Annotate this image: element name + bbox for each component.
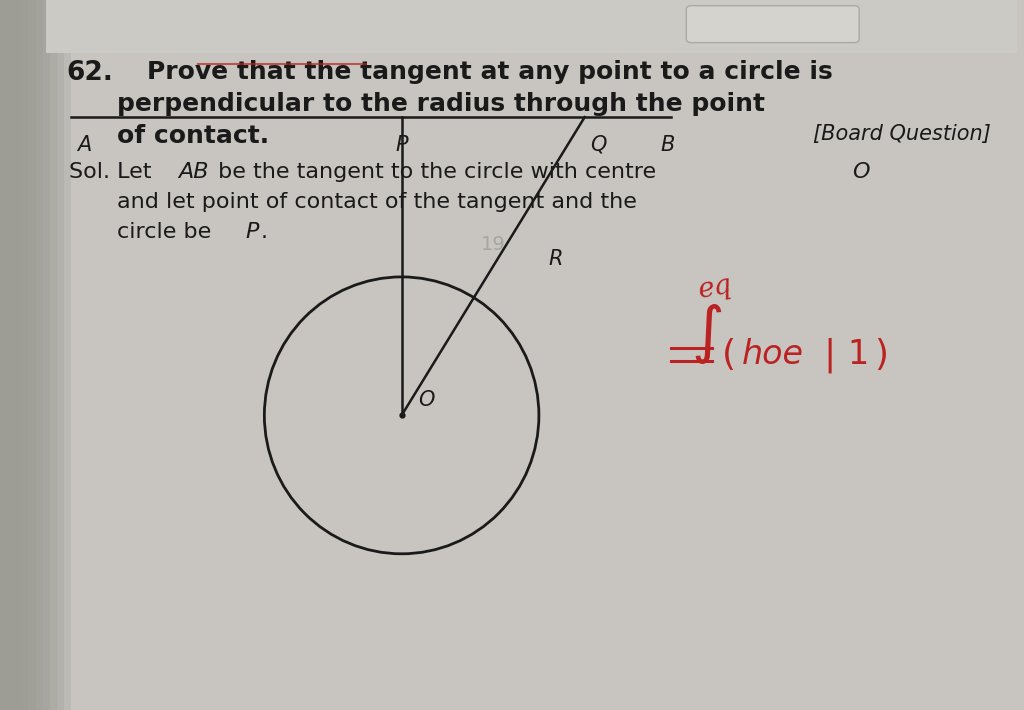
Text: P: P <box>395 135 408 155</box>
Text: A: A <box>77 135 91 155</box>
Text: [Board Question]: [Board Question] <box>813 124 991 144</box>
FancyBboxPatch shape <box>0 0 50 710</box>
Text: of contact.: of contact. <box>117 124 269 148</box>
Text: circle be: circle be <box>117 222 218 241</box>
FancyBboxPatch shape <box>0 0 57 710</box>
Text: P: P <box>245 222 258 241</box>
Text: $\int$: $\int$ <box>691 302 722 366</box>
Text: Sol. Let: Sol. Let <box>70 162 159 182</box>
FancyBboxPatch shape <box>0 0 65 710</box>
Text: 62.: 62. <box>67 60 113 87</box>
Text: (: ( <box>722 338 736 372</box>
Text: O: O <box>418 390 434 410</box>
FancyBboxPatch shape <box>46 0 1017 53</box>
Text: be the tangent to the circle with centre: be the tangent to the circle with centre <box>212 162 664 182</box>
FancyBboxPatch shape <box>686 6 859 43</box>
Text: ): ) <box>874 338 889 372</box>
Text: and let point of contact of the tangent and the: and let point of contact of the tangent … <box>117 192 637 212</box>
FancyBboxPatch shape <box>0 0 43 710</box>
Text: hoe: hoe <box>742 339 804 371</box>
Text: O: O <box>852 162 869 182</box>
FancyBboxPatch shape <box>0 0 29 710</box>
FancyBboxPatch shape <box>0 0 72 710</box>
Text: perpendicular to the radius through the point: perpendicular to the radius through the … <box>117 92 765 116</box>
Text: eq: eq <box>696 271 735 304</box>
Text: .: . <box>260 222 267 241</box>
Text: AB: AB <box>178 162 209 182</box>
Text: 1: 1 <box>847 339 868 371</box>
Text: Q: Q <box>590 135 606 155</box>
FancyBboxPatch shape <box>0 0 36 710</box>
Text: |: | <box>823 337 836 373</box>
Text: 19: 19 <box>480 236 506 254</box>
Text: B: B <box>660 135 675 155</box>
Text: R: R <box>548 249 562 269</box>
Text: Prove that the tangent at any point to a circle is: Prove that the tangent at any point to a… <box>147 60 834 84</box>
